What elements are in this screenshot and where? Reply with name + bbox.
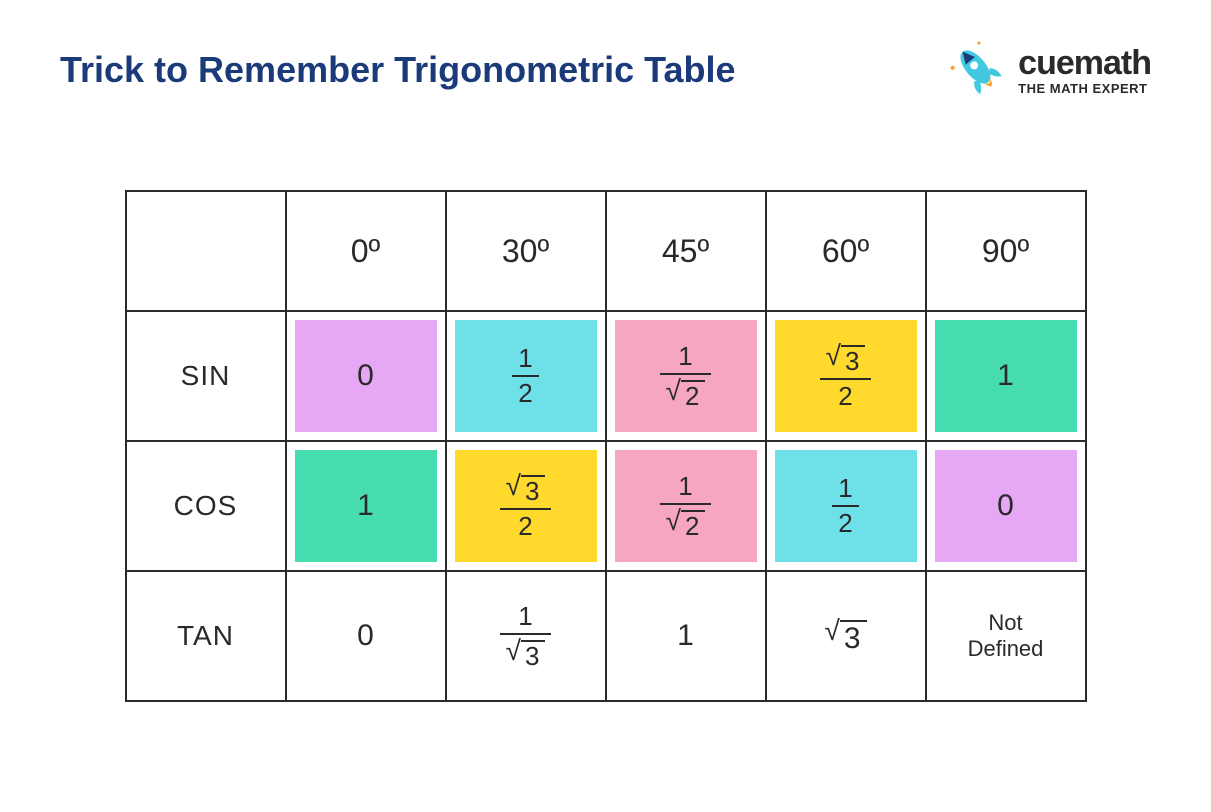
- table-cell: 0: [926, 441, 1086, 571]
- column-header: [126, 191, 286, 311]
- logo-brand-math: math: [1074, 44, 1151, 82]
- table-cell: 1: [606, 571, 766, 701]
- table-cell: 12: [446, 311, 606, 441]
- table-cell: √32: [766, 311, 926, 441]
- rocket-icon: [948, 40, 1008, 100]
- table-container: 0º30º45º60º90ºSIN0121√2√321COS1√321√2120…: [0, 190, 1211, 702]
- header: Trick to Remember Trigonometric Table cu…: [0, 0, 1211, 120]
- logo: cuemath THE MATH EXPERT: [948, 40, 1151, 100]
- column-header: 90º: [926, 191, 1086, 311]
- table-cell: √32: [446, 441, 606, 571]
- column-header: 30º: [446, 191, 606, 311]
- table-cell: 1√2: [606, 441, 766, 571]
- table-cell: 12: [766, 441, 926, 571]
- column-header: 60º: [766, 191, 926, 311]
- table-cell: 0: [286, 311, 446, 441]
- logo-tagline: THE MATH EXPERT: [1018, 82, 1151, 95]
- trig-table: 0º30º45º60º90ºSIN0121√2√321COS1√321√2120…: [125, 190, 1087, 702]
- table-cell: 1√2: [606, 311, 766, 441]
- row-label: TAN: [126, 571, 286, 701]
- table-cell: NotDefined: [926, 571, 1086, 701]
- table-cell: 0: [286, 571, 446, 701]
- row-label: COS: [126, 441, 286, 571]
- column-header: 0º: [286, 191, 446, 311]
- column-header: 45º: [606, 191, 766, 311]
- row-label: SIN: [126, 311, 286, 441]
- table-cell: √3: [766, 571, 926, 701]
- logo-brand-cue: cue: [1018, 44, 1074, 82]
- table-cell: 1: [926, 311, 1086, 441]
- table-cell: 1: [286, 441, 446, 571]
- logo-text: cuemath THE MATH EXPERT: [1018, 46, 1151, 95]
- page-title: Trick to Remember Trigonometric Table: [60, 49, 736, 91]
- table-cell: 1√3: [446, 571, 606, 701]
